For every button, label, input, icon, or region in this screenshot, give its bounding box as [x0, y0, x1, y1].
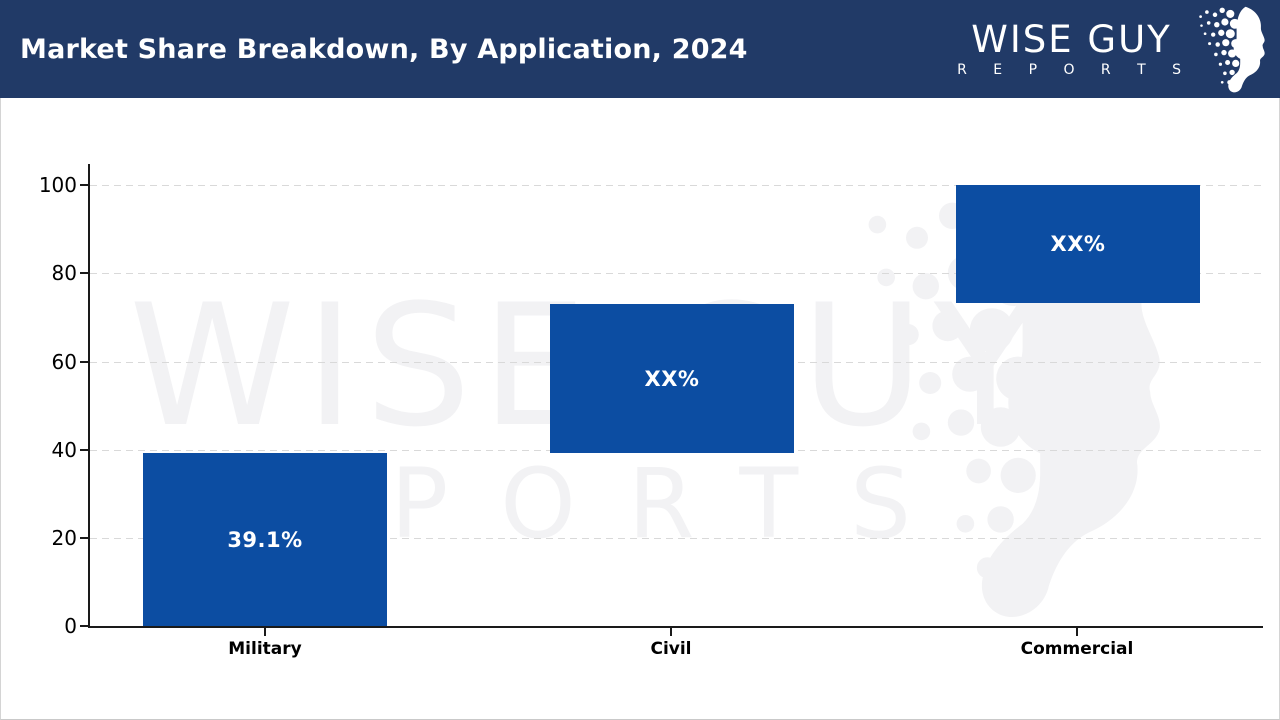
- y-tick-label-100: 100: [38, 173, 77, 197]
- bar-commercial[interactable]: XX%: [956, 185, 1200, 303]
- x-tick-military: [264, 628, 266, 636]
- header-bar: Market Share Breakdown, By Application, …: [0, 0, 1280, 98]
- y-tick-label-80: 80: [51, 261, 77, 285]
- x-tick-civil: [670, 628, 672, 636]
- x-axis-line: [88, 626, 1263, 628]
- y-axis-line: [88, 164, 90, 628]
- y-tick-20: [80, 537, 88, 539]
- logo-subtitle: R E P O R T S: [957, 61, 1192, 78]
- y-tick-60: [80, 361, 88, 363]
- x-label-commercial: Commercial: [1020, 639, 1134, 659]
- x-tick-commercial: [1076, 628, 1078, 636]
- x-label-civil: Civil: [650, 639, 692, 659]
- bar-label-commercial: XX%: [1050, 232, 1106, 256]
- x-label-military: Military: [228, 639, 302, 659]
- logo-wordmark: WISE GUY: [971, 17, 1172, 61]
- y-tick-40: [80, 449, 88, 451]
- bar-label-civil: XX%: [644, 366, 700, 391]
- wiseguy-face-icon: [1199, 6, 1265, 93]
- logo-text: WISE GUY R E P O R T S: [951, 21, 1192, 78]
- y-tick-label-60: 60: [51, 350, 77, 374]
- bar-label-military: 39.1%: [227, 527, 303, 552]
- bar-military[interactable]: 39.1%: [143, 453, 387, 626]
- gridline-20: [90, 538, 1261, 539]
- y-tick-80: [80, 272, 88, 274]
- y-tick-label-40: 40: [51, 438, 77, 462]
- y-tick-100: [80, 184, 88, 186]
- bar-civil[interactable]: XX%: [550, 304, 794, 453]
- gridline-80: [90, 273, 1261, 274]
- y-tick-label-20: 20: [51, 526, 77, 550]
- wiseguy-logo: WISE GUY R E P O R T S: [951, 4, 1280, 94]
- y-tick-0: [80, 625, 88, 627]
- gridline-100: [90, 185, 1261, 186]
- page-title: Market Share Breakdown, By Application, …: [20, 33, 748, 65]
- y-tick-label-0: 0: [64, 614, 77, 638]
